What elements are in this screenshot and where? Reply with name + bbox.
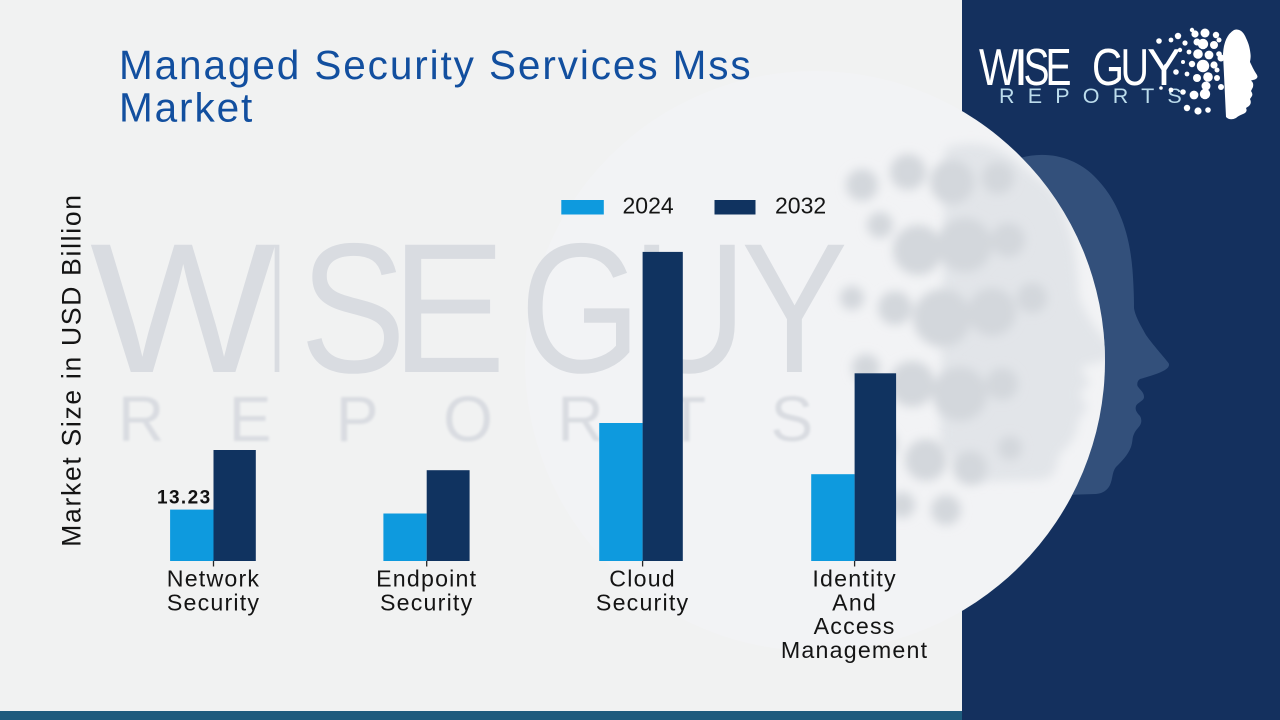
svg-text:Endpoint: Endpoint — [376, 566, 477, 592]
svg-text:Managed Security Services Mss: Managed Security Services Mss — [119, 42, 753, 88]
svg-text:U: U — [1121, 39, 1150, 97]
svg-text:G: G — [1092, 39, 1124, 97]
svg-text:Security: Security — [167, 589, 260, 615]
svg-text:Y: Y — [1147, 39, 1181, 97]
svg-text:Y: Y — [741, 206, 848, 412]
svg-text:G: G — [520, 206, 641, 412]
svg-text:W: W — [979, 39, 1018, 97]
svg-text:Cloud: Cloud — [609, 566, 676, 592]
svg-text:S: S — [1024, 39, 1050, 97]
svg-text:Identity: Identity — [812, 566, 896, 592]
svg-text:Management: Management — [781, 637, 928, 663]
svg-text:W: W — [90, 206, 276, 412]
svg-text:REPORTS: REPORTS — [999, 84, 1195, 108]
svg-text:Access: Access — [814, 613, 896, 639]
svg-text:Network: Network — [167, 566, 260, 592]
svg-text:E: E — [1046, 39, 1072, 97]
svg-text:Market Size in USD Billion: Market Size in USD Billion — [57, 193, 87, 546]
svg-text:13.23: 13.23 — [157, 488, 212, 509]
svg-text:REPORTS: REPORTS — [118, 383, 878, 455]
svg-text:2024: 2024 — [623, 193, 674, 219]
svg-text:2032: 2032 — [775, 193, 826, 219]
svg-text:Market: Market — [119, 84, 254, 130]
svg-text:Security: Security — [380, 589, 473, 615]
svg-text:And: And — [832, 589, 877, 615]
svg-text:Security: Security — [596, 589, 689, 615]
svg-text:I: I — [270, 206, 284, 412]
svg-text:S: S — [300, 206, 406, 412]
svg-text:E: E — [391, 206, 506, 412]
svg-text:I: I — [1014, 39, 1028, 97]
